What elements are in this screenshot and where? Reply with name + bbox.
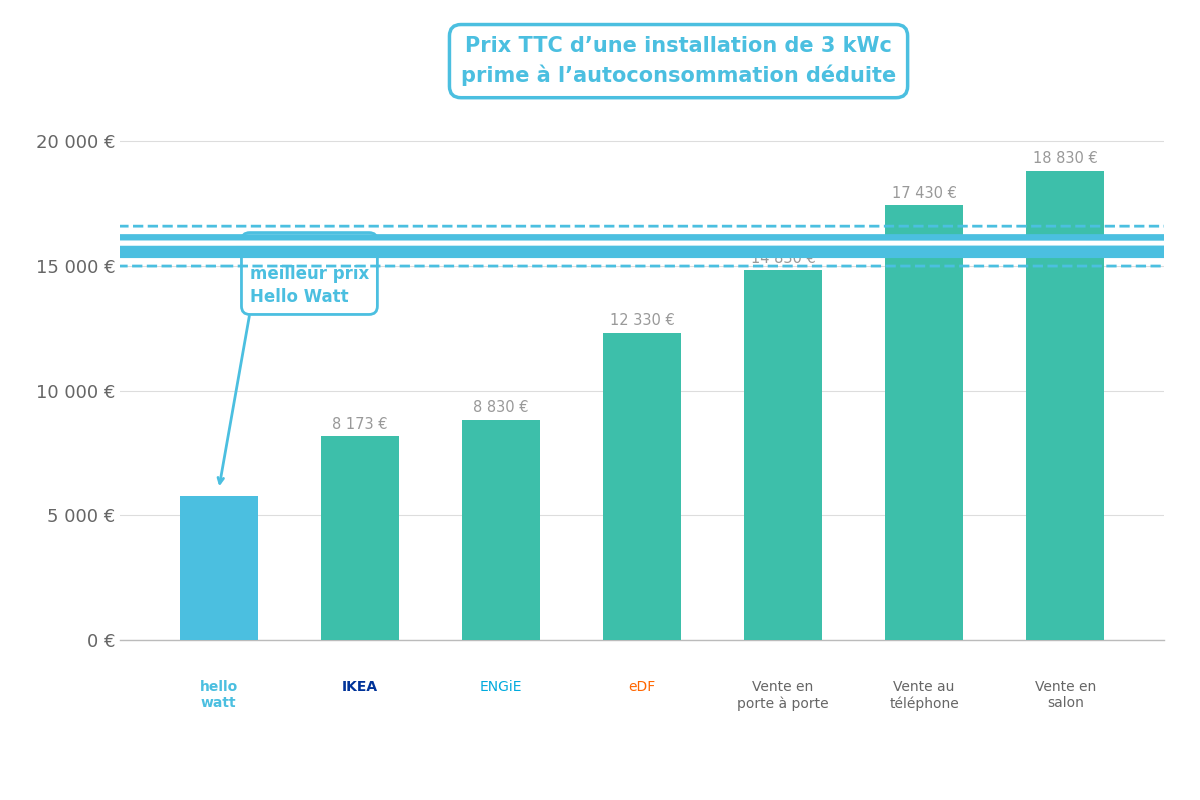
Text: Vente en
porte à porte: Vente en porte à porte: [737, 680, 829, 710]
Bar: [180, 496, 258, 640]
Text: hello
watt: hello watt: [199, 680, 238, 710]
Text: Prix TTC d’une installation de 3 kWc
prime à l’autoconsommation déduite: Prix TTC d’une installation de 3 kWc pri…: [461, 36, 896, 86]
Text: Vente au
téléphone: Vente au téléphone: [889, 680, 959, 710]
Circle shape: [0, 239, 1200, 247]
Text: 18 830 €: 18 830 €: [1033, 151, 1098, 166]
Text: 8 830 €: 8 830 €: [473, 400, 529, 415]
Text: IKEA: IKEA: [342, 680, 378, 694]
Text: Vente en
salon: Vente en salon: [1034, 680, 1096, 710]
Bar: [886, 206, 962, 640]
Bar: [744, 270, 822, 640]
Circle shape: [0, 234, 1200, 258]
Bar: [604, 333, 680, 640]
Text: 8 173 €: 8 173 €: [332, 417, 388, 432]
Text: 14 830 €: 14 830 €: [751, 250, 816, 266]
Bar: [1026, 170, 1104, 640]
Text: 12 330 €: 12 330 €: [610, 313, 674, 328]
Bar: [322, 436, 398, 640]
Text: ENGiE: ENGiE: [480, 680, 522, 694]
Text: 17 430 €: 17 430 €: [892, 186, 956, 201]
Text: 5 780 €
meilleur prix
Hello Watt: 5 780 € meilleur prix Hello Watt: [250, 241, 370, 306]
Bar: [462, 420, 540, 640]
Text: eDF: eDF: [629, 680, 655, 694]
